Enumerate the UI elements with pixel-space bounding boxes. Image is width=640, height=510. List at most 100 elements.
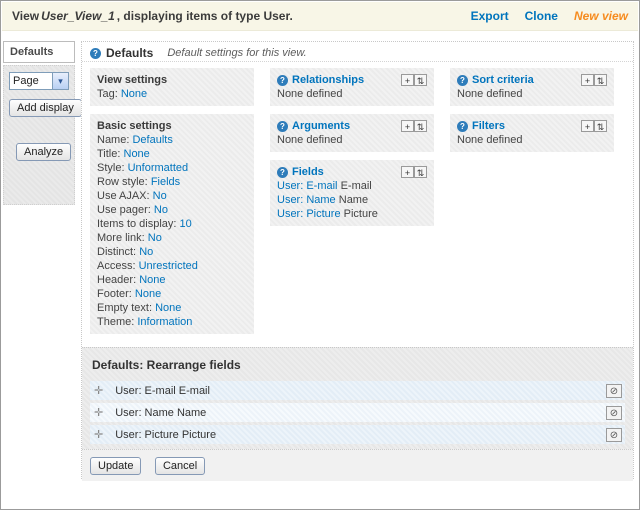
- arguments-box: ? Arguments + ⇅ None defined: [270, 114, 434, 152]
- field-link[interactable]: User: E-mail: [277, 180, 338, 192]
- remove-icon[interactable]: ⊘: [606, 427, 622, 442]
- setting-label: Empty text:: [97, 302, 153, 314]
- setting-label: Theme:: [97, 316, 135, 328]
- rearrange-row-label: User: Picture Picture: [115, 428, 217, 441]
- setting-value-link[interactable]: Unrestricted: [138, 260, 198, 272]
- bucket-controls: + ⇅: [401, 74, 427, 86]
- sort-criteria-title-link[interactable]: Sort criteria: [472, 74, 534, 86]
- remove-icon[interactable]: ⊘: [606, 383, 622, 398]
- setting-value-link[interactable]: Unformatted: [127, 162, 189, 174]
- setting-row: Header: None: [97, 273, 247, 287]
- bucket-header: ? Sort criteria + ⇅: [457, 73, 607, 87]
- setting-value-link[interactable]: No: [152, 190, 167, 202]
- setting-row: Theme: Information: [97, 315, 247, 329]
- export-link[interactable]: Export: [470, 9, 509, 23]
- add-display-button[interactable]: Add display: [9, 99, 82, 117]
- empty-text: None defined: [457, 88, 523, 100]
- setting-label: Row style:: [97, 176, 148, 188]
- analyze-button[interactable]: Analyze: [16, 143, 72, 161]
- header-links: Export Clone New view: [471, 9, 628, 23]
- rearrange-icon[interactable]: ⇅: [414, 74, 427, 86]
- setting-value-link[interactable]: None: [120, 88, 148, 100]
- help-icon[interactable]: ?: [277, 166, 288, 178]
- relationships-box: ? Relationships + ⇅ None defined: [270, 68, 434, 106]
- field-item: User: E-mail E-mail: [277, 179, 427, 193]
- relationships-title-link[interactable]: Relationships: [292, 74, 365, 86]
- setting-value-link[interactable]: None: [123, 148, 150, 160]
- help-icon[interactable]: ?: [457, 120, 468, 132]
- setting-row: More link: No: [97, 231, 247, 245]
- setting-value-link[interactable]: Information: [137, 316, 193, 328]
- help-icon[interactable]: ?: [90, 47, 101, 59]
- setting-value-link[interactable]: No: [139, 246, 154, 258]
- view-name: User_View_1: [41, 9, 115, 23]
- tab-defaults[interactable]: Defaults: [3, 41, 75, 63]
- setting-label: Header:: [97, 274, 137, 286]
- rearrange-row: ✛ User: Picture Picture ⊘: [90, 425, 625, 444]
- setting-value-link[interactable]: Fields: [150, 176, 181, 188]
- setting-value-link[interactable]: None: [134, 288, 162, 300]
- setting-row: Use AJAX: No: [97, 189, 247, 203]
- setting-value-link[interactable]: 10: [179, 218, 192, 230]
- help-icon[interactable]: ?: [277, 74, 288, 86]
- display-subtitle: Default settings for this view.: [167, 47, 307, 59]
- setting-label: Footer:: [97, 288, 132, 300]
- setting-value-link[interactable]: No: [153, 204, 168, 216]
- drag-handle-icon[interactable]: ✛: [94, 385, 104, 397]
- displays-sidebar: Defaults Page ▾ Add display Analyze: [3, 41, 82, 205]
- display-header: ? Defaults Default settings for this vie…: [82, 42, 633, 62]
- rearrange-icon[interactable]: ⇅: [414, 120, 427, 132]
- rearrange-row: ✛ User: Name Name ⊘: [90, 403, 625, 422]
- rearrange-icon[interactable]: ⇅: [414, 166, 427, 178]
- rearrange-rows: ✛ User: E-mail E-mail ⊘ ✛ User: Name Nam…: [82, 381, 633, 444]
- new-view-link[interactable]: New view: [573, 9, 628, 23]
- setting-value-link[interactable]: No: [147, 232, 162, 244]
- add-icon[interactable]: +: [581, 120, 594, 132]
- add-icon[interactable]: +: [401, 166, 414, 178]
- bucket-controls: + ⇅: [401, 120, 427, 132]
- chevron-down-icon: ▾: [52, 73, 68, 89]
- rearrange-icon[interactable]: ⇅: [594, 120, 607, 132]
- setting-row: Empty text: None: [97, 301, 247, 315]
- bucket-controls: + ⇅: [581, 120, 607, 132]
- remove-icon[interactable]: ⊘: [606, 405, 622, 420]
- setting-row: Use pager: No: [97, 203, 247, 217]
- setting-row: Distinct: No: [97, 245, 247, 259]
- add-icon[interactable]: +: [401, 74, 414, 86]
- field-link[interactable]: User: Name: [277, 194, 336, 206]
- fields-title-link[interactable]: Fields: [292, 166, 324, 178]
- rearrange-row-label: User: E-mail E-mail: [115, 384, 210, 397]
- setting-value-link[interactable]: None: [139, 274, 166, 286]
- setting-value-link[interactable]: None: [155, 302, 182, 314]
- clone-link[interactable]: Clone: [524, 9, 558, 23]
- setting-row: Items to display: 10: [97, 217, 247, 231]
- settings-columns: View settings Tag: None Basic settings N…: [82, 62, 633, 348]
- add-icon[interactable]: +: [581, 74, 594, 86]
- rearrange-fields-form: Defaults: Rearrange fields ✛ User: E-mai…: [82, 347, 633, 481]
- bucket-header: ? Fields + ⇅: [277, 165, 427, 179]
- setting-label: Distinct:: [97, 246, 137, 258]
- setting-row: Tag: None: [97, 87, 247, 101]
- arguments-title-link[interactable]: Arguments: [292, 120, 351, 132]
- help-icon[interactable]: ?: [277, 120, 288, 132]
- filters-title-link[interactable]: Filters: [472, 120, 506, 132]
- display-controls: Page ▾ Add display Analyze: [3, 65, 82, 205]
- help-icon[interactable]: ?: [457, 74, 468, 86]
- rearrange-icon[interactable]: ⇅: [594, 74, 607, 86]
- drag-handle-icon[interactable]: ✛: [94, 407, 104, 419]
- bucket-header: ? Arguments + ⇅: [277, 119, 427, 133]
- update-button[interactable]: Update: [90, 457, 142, 475]
- bucket-header: ? Relationships + ⇅: [277, 73, 427, 87]
- sort-criteria-box: ? Sort criteria + ⇅ None defined: [450, 68, 614, 106]
- setting-label: Use AJAX:: [97, 190, 150, 202]
- add-icon[interactable]: +: [401, 120, 414, 132]
- field-link[interactable]: User: Picture: [277, 208, 341, 220]
- display-type-select[interactable]: Page ▾: [9, 72, 69, 90]
- drag-handle-icon[interactable]: ✛: [94, 429, 104, 441]
- field-suffix: E-mail: [340, 180, 372, 192]
- rearrange-title: Defaults: Rearrange fields: [92, 358, 241, 372]
- cancel-button[interactable]: Cancel: [154, 457, 206, 475]
- setting-value-link[interactable]: Defaults: [132, 134, 173, 146]
- field-suffix: Name: [338, 194, 369, 206]
- setting-label: Style:: [97, 162, 125, 174]
